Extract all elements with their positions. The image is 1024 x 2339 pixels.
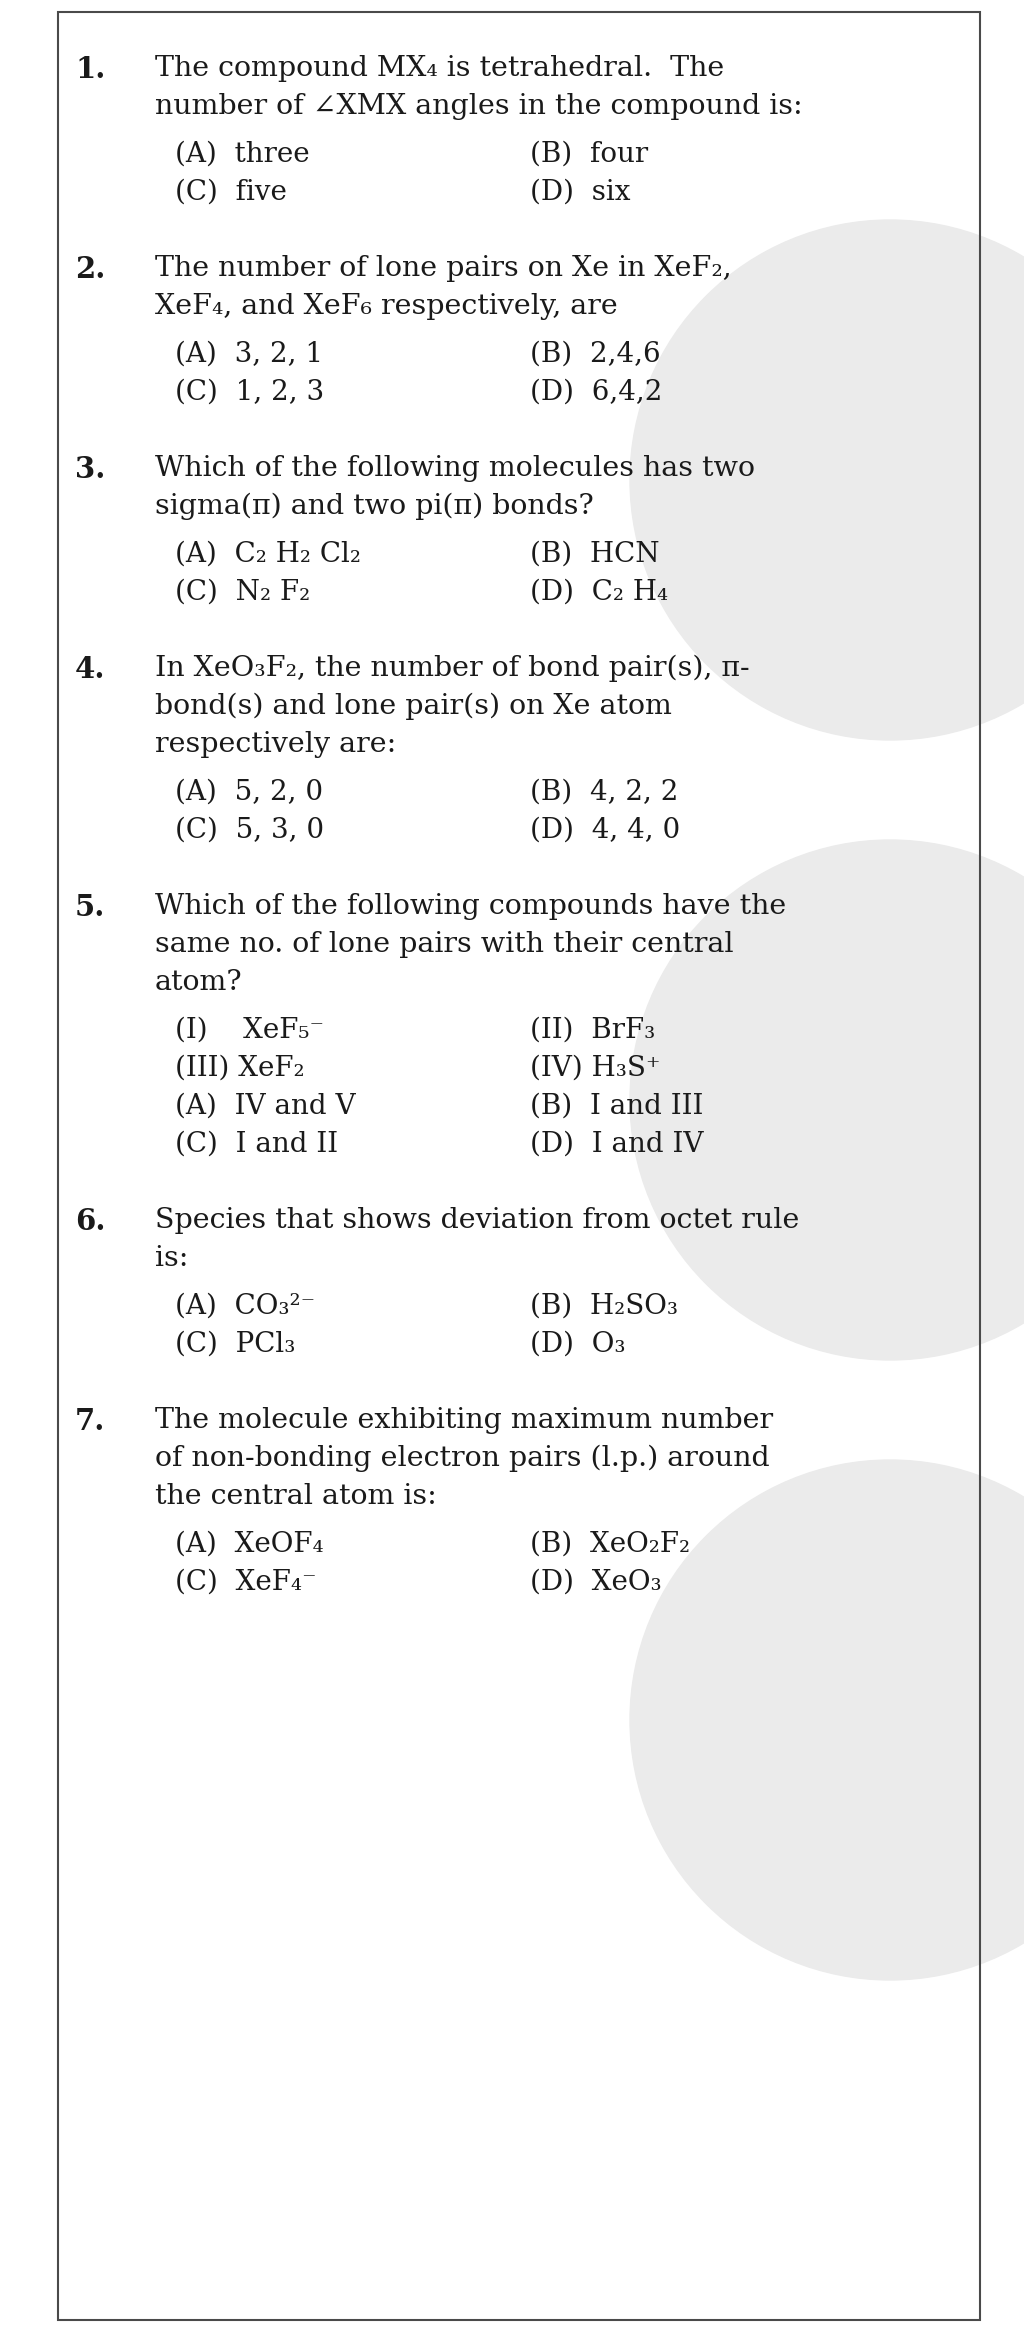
Text: (A)  XeOF₄: (A) XeOF₄ bbox=[175, 1532, 324, 1558]
Text: (C)  five: (C) five bbox=[175, 180, 287, 206]
Text: 6.: 6. bbox=[75, 1207, 105, 1235]
Text: atom?: atom? bbox=[155, 968, 243, 996]
Text: (A)  3, 2, 1: (A) 3, 2, 1 bbox=[175, 341, 324, 367]
Text: (III) XeF₂: (III) XeF₂ bbox=[175, 1055, 304, 1083]
Text: (B)  HCN: (B) HCN bbox=[530, 540, 659, 568]
Text: (C)  5, 3, 0: (C) 5, 3, 0 bbox=[175, 816, 325, 844]
Text: (A)  C₂ H₂ Cl₂: (A) C₂ H₂ Cl₂ bbox=[175, 540, 361, 568]
Text: (II)  BrF₃: (II) BrF₃ bbox=[530, 1017, 655, 1043]
Text: Species that shows deviation from octet rule: Species that shows deviation from octet … bbox=[155, 1207, 800, 1235]
Text: (D)  4, 4, 0: (D) 4, 4, 0 bbox=[530, 816, 680, 844]
Text: the central atom is:: the central atom is: bbox=[155, 1483, 437, 1511]
Text: respectively are:: respectively are: bbox=[155, 732, 396, 758]
Text: (C)  I and II: (C) I and II bbox=[175, 1132, 338, 1158]
Text: (A)  IV and V: (A) IV and V bbox=[175, 1092, 355, 1120]
Text: (A)  5, 2, 0: (A) 5, 2, 0 bbox=[175, 779, 324, 807]
Text: (D)  6,4,2: (D) 6,4,2 bbox=[530, 379, 663, 407]
Text: of non-bonding electron pairs (l.p.) around: of non-bonding electron pairs (l.p.) aro… bbox=[155, 1446, 770, 1471]
Text: 4.: 4. bbox=[75, 655, 105, 683]
Text: (C)  N₂ F₂: (C) N₂ F₂ bbox=[175, 580, 310, 606]
Text: 3.: 3. bbox=[75, 456, 105, 484]
Text: The number of lone pairs on Xe in XeF₂,: The number of lone pairs on Xe in XeF₂, bbox=[155, 255, 731, 283]
Text: XeF₄, and XeF₆ respectively, are: XeF₄, and XeF₆ respectively, are bbox=[155, 292, 617, 320]
Text: (B)  H₂SO₃: (B) H₂SO₃ bbox=[530, 1293, 678, 1319]
Text: (D)  C₂ H₄: (D) C₂ H₄ bbox=[530, 580, 668, 606]
Text: (A)  CO₃²⁻: (A) CO₃²⁻ bbox=[175, 1293, 315, 1319]
Text: is:: is: bbox=[155, 1244, 188, 1272]
Text: (B)  I and III: (B) I and III bbox=[530, 1092, 703, 1120]
Text: 2.: 2. bbox=[75, 255, 105, 283]
Text: (B)  XeO₂F₂: (B) XeO₂F₂ bbox=[530, 1532, 690, 1558]
Text: 5.: 5. bbox=[75, 893, 105, 922]
Text: (C)  PCl₃: (C) PCl₃ bbox=[175, 1331, 295, 1359]
Text: (I)    XeF₅⁻: (I) XeF₅⁻ bbox=[175, 1017, 325, 1043]
Text: Which of the following compounds have the: Which of the following compounds have th… bbox=[155, 893, 786, 919]
Text: sigma(π) and two pi(π) bonds?: sigma(π) and two pi(π) bonds? bbox=[155, 494, 594, 519]
Text: number of ∠XMX angles in the compound is:: number of ∠XMX angles in the compound is… bbox=[155, 94, 803, 119]
Text: (D)  O₃: (D) O₃ bbox=[530, 1331, 626, 1359]
Text: The molecule exhibiting maximum number: The molecule exhibiting maximum number bbox=[155, 1408, 773, 1434]
Text: 1.: 1. bbox=[75, 56, 105, 84]
Text: Which of the following molecules has two: Which of the following molecules has two bbox=[155, 456, 755, 482]
Text: (D)  I and IV: (D) I and IV bbox=[530, 1132, 703, 1158]
Text: (B)  four: (B) four bbox=[530, 140, 648, 168]
Text: The compound MX₄ is tetrahedral.  The: The compound MX₄ is tetrahedral. The bbox=[155, 56, 724, 82]
Text: bond(s) and lone pair(s) on Xe atom: bond(s) and lone pair(s) on Xe atom bbox=[155, 692, 672, 720]
Text: same no. of lone pairs with their central: same no. of lone pairs with their centra… bbox=[155, 931, 733, 959]
Text: (B)  2,4,6: (B) 2,4,6 bbox=[530, 341, 660, 367]
Text: (B)  4, 2, 2: (B) 4, 2, 2 bbox=[530, 779, 678, 807]
Text: (D)  XeO₃: (D) XeO₃ bbox=[530, 1569, 662, 1595]
Text: (C)  1, 2, 3: (C) 1, 2, 3 bbox=[175, 379, 325, 407]
Circle shape bbox=[630, 1460, 1024, 1981]
Text: (A)  three: (A) three bbox=[175, 140, 309, 168]
Text: In XeO₃F₂, the number of bond pair(s), π-: In XeO₃F₂, the number of bond pair(s), π… bbox=[155, 655, 750, 683]
Text: (D)  six: (D) six bbox=[530, 180, 631, 206]
Text: (IV) H₃S⁺: (IV) H₃S⁺ bbox=[530, 1055, 660, 1083]
Circle shape bbox=[630, 840, 1024, 1359]
Text: 7.: 7. bbox=[75, 1408, 105, 1436]
Circle shape bbox=[630, 220, 1024, 739]
Text: (C)  XeF₄⁻: (C) XeF₄⁻ bbox=[175, 1569, 316, 1595]
